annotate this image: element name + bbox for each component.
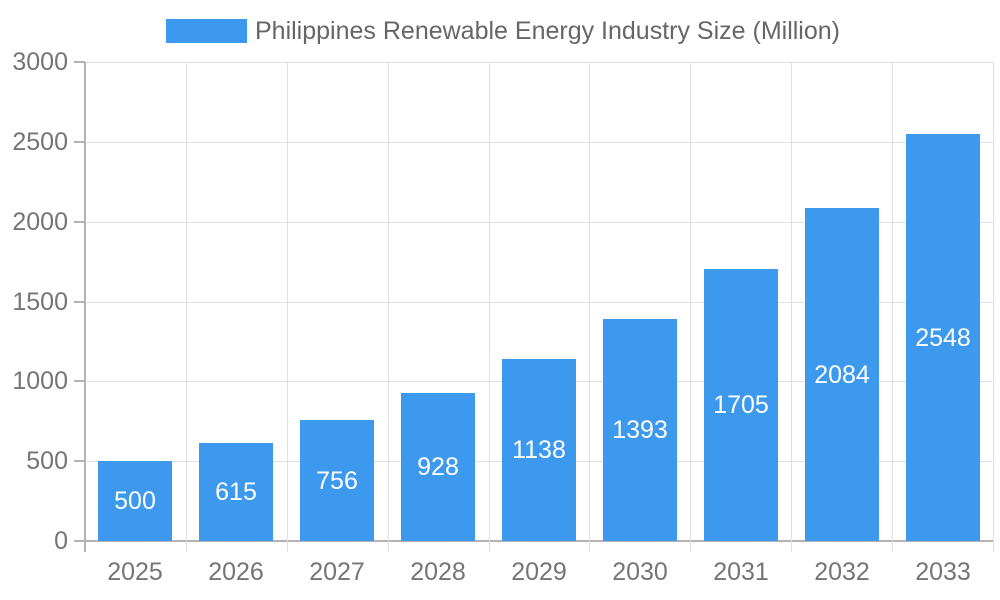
x-axis-line (74, 540, 993, 542)
grid-line-v (186, 62, 187, 552)
bar[interactable]: 500 (98, 461, 172, 541)
y-axis-tick (74, 380, 85, 382)
grid-line-v (892, 62, 893, 552)
y-axis-tick (74, 301, 85, 303)
legend-label: Philippines Renewable Energy Industry Si… (255, 17, 840, 45)
y-tick-label: 500 (26, 447, 68, 475)
grid-line-h (85, 222, 993, 223)
grid-line-v (993, 62, 994, 552)
x-tick-label: 2025 (107, 558, 163, 586)
bar-value-label: 1393 (612, 416, 668, 444)
x-tick-label: 2029 (511, 558, 567, 586)
x-tick-label: 2031 (713, 558, 769, 586)
bar-value-label: 928 (417, 453, 459, 481)
x-tick-label: 2027 (309, 558, 365, 586)
bar-value-label: 615 (215, 478, 257, 506)
x-tick-label: 2028 (410, 558, 466, 586)
x-tick-label: 2030 (612, 558, 668, 586)
y-axis-tick (74, 221, 85, 223)
x-tick-label: 2026 (208, 558, 264, 586)
y-tick-label: 3000 (12, 48, 68, 76)
y-axis-line (84, 62, 86, 552)
grid-line-h (85, 62, 993, 63)
bar-value-label: 500 (114, 487, 156, 515)
y-tick-label: 2000 (12, 208, 68, 236)
grid-line-v (388, 62, 389, 552)
bar-value-label: 1138 (512, 436, 566, 464)
grid-line-v (589, 62, 590, 552)
grid-line-v (287, 62, 288, 552)
bar[interactable]: 1138 (502, 359, 576, 541)
y-axis-tick (74, 141, 85, 143)
bar[interactable]: 2548 (906, 134, 980, 541)
grid-line-v (791, 62, 792, 552)
bar-value-label: 2084 (814, 360, 870, 389)
y-tick-label: 0 (54, 527, 68, 555)
x-tick-label: 2032 (814, 558, 870, 586)
y-tick-label: 1500 (12, 288, 68, 316)
legend-swatch-icon[interactable] (166, 19, 247, 43)
bar-value-label: 1705 (713, 391, 769, 419)
bar[interactable]: 1393 (603, 319, 677, 541)
bar-value-label: 756 (316, 466, 358, 495)
y-axis-tick (74, 460, 85, 462)
bar[interactable]: 615 (199, 443, 273, 541)
x-tick-label: 2033 (915, 558, 971, 586)
grid-line-v (489, 62, 490, 552)
grid-line-h (85, 302, 993, 303)
y-tick-label: 1000 (12, 367, 68, 395)
bar[interactable]: 1705 (704, 269, 778, 541)
grid-line-v (690, 62, 691, 552)
bar[interactable]: 756 (300, 420, 374, 541)
y-axis-tick (74, 61, 85, 63)
bar[interactable]: 928 (401, 393, 475, 541)
bar-value-label: 2548 (915, 323, 971, 352)
grid-line-h (85, 142, 993, 143)
chart-legend[interactable]: Philippines Renewable Energy Industry Si… (166, 17, 840, 45)
bar[interactable]: 2084 (805, 208, 879, 541)
y-tick-label: 2500 (12, 128, 68, 156)
